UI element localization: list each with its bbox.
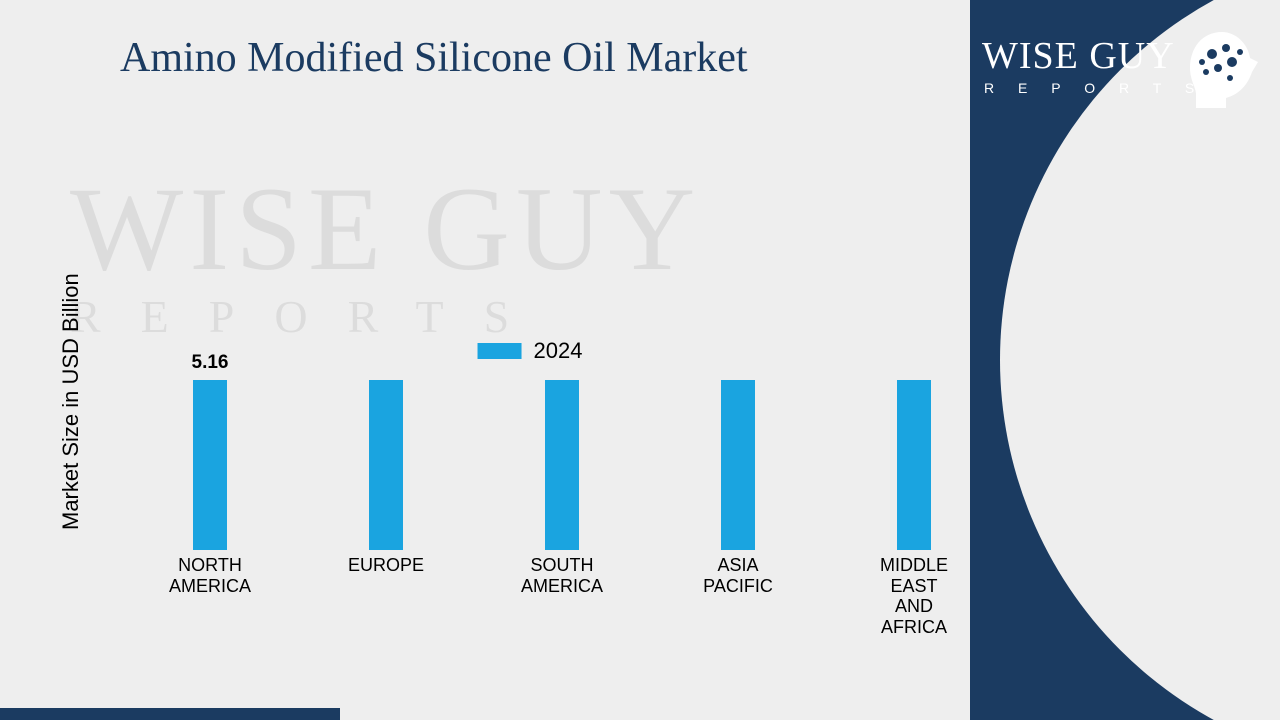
brand-logo-text: WISE GUY — [982, 34, 1175, 78]
bars-container: 5.16 — [110, 150, 950, 550]
y-axis-label: Market Size in USD Billion — [58, 273, 84, 530]
x-category-label: MIDDLE EAST AND AFRICA — [844, 555, 984, 638]
brand-logo: WISE GUY R E P O R T S — [982, 28, 1262, 118]
brand-subtext: R E P O R T S — [984, 80, 1204, 96]
bar — [897, 380, 931, 550]
bar — [545, 380, 579, 550]
bar — [369, 380, 403, 550]
x-category-label: ASIA PACIFIC — [668, 555, 808, 596]
x-category-label: NORTH AMERICA — [140, 555, 280, 596]
x-category-label: SOUTH AMERICA — [492, 555, 632, 596]
chart-stage: WISE GUY R E P O R T S Amino Modified Si… — [0, 0, 1280, 720]
footer-accent-bar — [0, 708, 340, 720]
plot-area: 2024 5.16 — [110, 150, 950, 550]
chart-title: Amino Modified Silicone Oil Market — [120, 34, 748, 82]
x-category-label: EUROPE — [316, 555, 456, 576]
bar — [721, 380, 755, 550]
bar — [193, 380, 227, 550]
brand-name: WISE GUY — [982, 35, 1175, 77]
bar-value-label: 5.16 — [192, 352, 229, 374]
brand-head-icon — [1182, 28, 1262, 114]
